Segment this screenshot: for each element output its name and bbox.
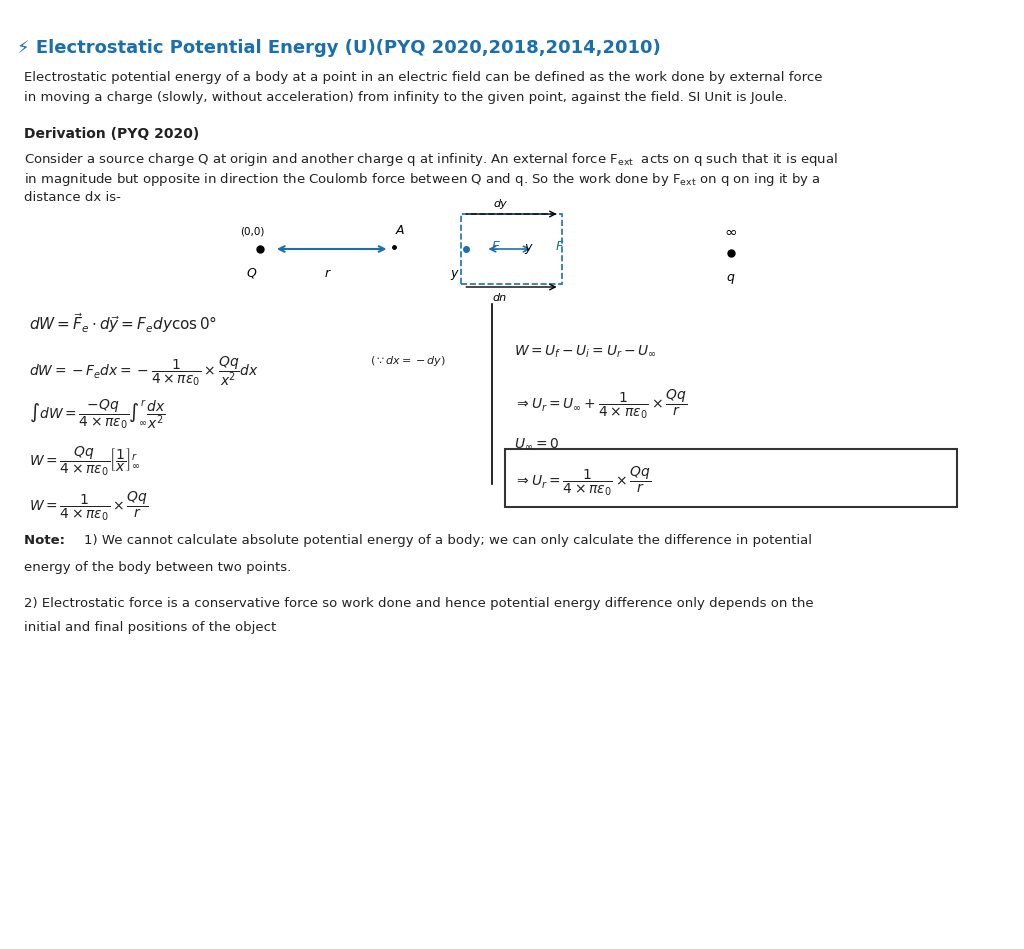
Text: $W = \dfrac{Qq}{4 \times \pi\varepsilon_0}\left[\dfrac{1}{x}\right]_{\infty}^{r}: $W = \dfrac{Qq}{4 \times \pi\varepsilon_… bbox=[29, 444, 140, 477]
Text: distance dx is-: distance dx is- bbox=[24, 191, 121, 204]
Text: $W = \dfrac{1}{4 \times \pi\varepsilon_0} \times \dfrac{Qq}{r}$: $W = \dfrac{1}{4 \times \pi\varepsilon_0… bbox=[29, 489, 148, 523]
Text: A: A bbox=[396, 224, 404, 237]
Text: y: y bbox=[451, 267, 458, 280]
Text: energy of the body between two points.: energy of the body between two points. bbox=[24, 561, 291, 574]
Text: dn: dn bbox=[493, 293, 507, 303]
Text: ⚡ Electrostatic Potential Energy (U)(PYQ 2020,2018,2014,2010): ⚡ Electrostatic Potential Energy (U)(PYQ… bbox=[17, 39, 662, 57]
Text: 2) Electrostatic force is a conservative force so work done and hence potential : 2) Electrostatic force is a conservative… bbox=[24, 597, 814, 610]
Text: F: F bbox=[556, 240, 563, 253]
Text: dy: dy bbox=[493, 199, 507, 209]
Text: in magnitude but opposite in direction the Coulomb force between Q and q. So the: in magnitude but opposite in direction t… bbox=[24, 171, 820, 188]
Text: (0,0): (0,0) bbox=[241, 227, 265, 237]
Text: $\infty$: $\infty$ bbox=[724, 224, 737, 238]
Bar bbox=[462, 214, 562, 284]
Text: $dW = -F_{e}dx = -\dfrac{1}{4 \times \pi\varepsilon_0} \times \dfrac{Qq}{x^2}dx$: $dW = -F_{e}dx = -\dfrac{1}{4 \times \pi… bbox=[29, 354, 258, 388]
Text: $(\because dx = -dy)$: $(\because dx = -dy)$ bbox=[370, 354, 445, 368]
Text: $W = U_f - U_i = U_r - U_\infty$: $W = U_f - U_i = U_r - U_\infty$ bbox=[514, 344, 657, 361]
Text: $\Rightarrow U_r = \dfrac{1}{4 \times \pi\varepsilon_0} \times \dfrac{Qq}{r}$: $\Rightarrow U_r = \dfrac{1}{4 \times \p… bbox=[514, 464, 651, 497]
Text: $\int dW = \dfrac{-Qq}{4 \times \pi\varepsilon_0}\int_{\infty}^{r} \dfrac{dx}{x^: $\int dW = \dfrac{-Qq}{4 \times \pi\vare… bbox=[29, 397, 166, 431]
Text: Consider a source charge Q at origin and another charge q at infinity. An extern: Consider a source charge Q at origin and… bbox=[24, 151, 838, 168]
Text: $\Rightarrow U_r = U_\infty + \dfrac{1}{4 \times \pi\varepsilon_0} \times \dfrac: $\Rightarrow U_r = U_\infty + \dfrac{1}{… bbox=[514, 387, 687, 420]
Text: q: q bbox=[727, 271, 734, 284]
Text: E: E bbox=[492, 240, 499, 253]
Bar bbox=[505, 449, 956, 507]
Text: initial and final positions of the object: initial and final positions of the objec… bbox=[24, 621, 276, 634]
Text: Note:: Note: bbox=[24, 534, 70, 547]
Text: 1) We cannot calculate absolute potential energy of a body; we can only calculat: 1) We cannot calculate absolute potentia… bbox=[84, 534, 812, 547]
Text: in moving a charge (slowly, without acceleration) from infinity to the given poi: in moving a charge (slowly, without acce… bbox=[24, 91, 787, 104]
Text: $U_\infty = 0$: $U_\infty = 0$ bbox=[514, 437, 560, 451]
Text: y: y bbox=[524, 240, 531, 253]
Text: Q: Q bbox=[247, 267, 257, 280]
Text: Electrostatic potential energy of a body at a point in an electric field can be : Electrostatic potential energy of a body… bbox=[24, 71, 822, 84]
Text: r: r bbox=[325, 267, 330, 280]
Text: $dW = \vec{F}_{e} \cdot d\vec{y} = F_{e}dy\cos 0°$: $dW = \vec{F}_{e} \cdot d\vec{y} = F_{e}… bbox=[29, 311, 217, 335]
Text: Derivation (PYQ 2020): Derivation (PYQ 2020) bbox=[24, 127, 200, 141]
